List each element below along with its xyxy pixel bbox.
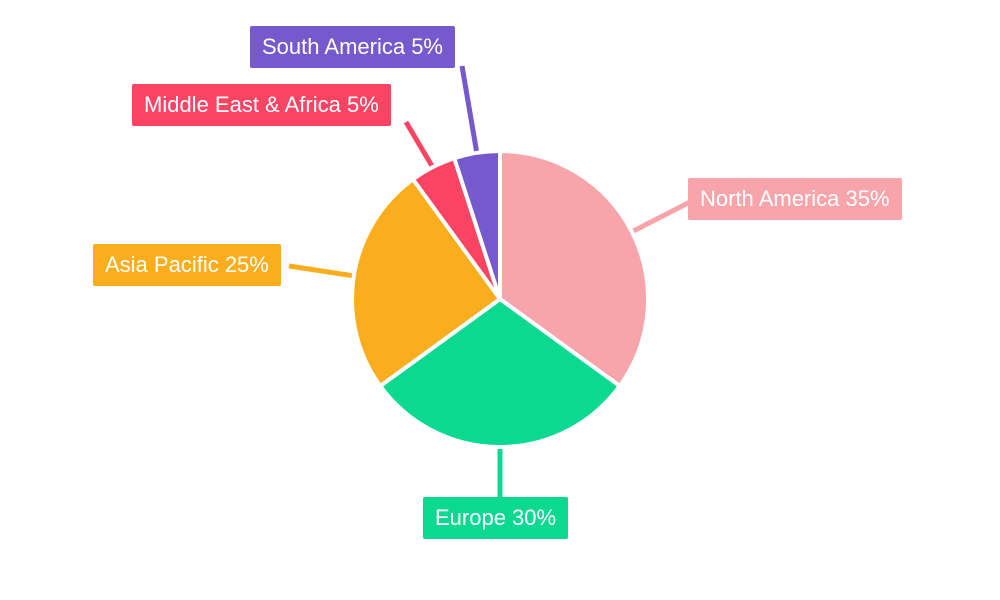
callout-europe: Europe 30% (423, 497, 569, 539)
pie-slice-north-america[interactable] (498, 149, 650, 388)
pie-slice-south-america[interactable] (452, 149, 502, 301)
pie-slice-europe[interactable] (378, 297, 622, 449)
leader-line-middle-east-africa (403, 120, 436, 171)
leader-line-south-america (459, 65, 480, 156)
callout-middle-east-africa: Middle East & Africa 5% (132, 84, 391, 126)
pie-slice-asia-pacific[interactable] (350, 177, 502, 388)
callout-asia-pacific: Asia Pacific 25% (93, 244, 281, 286)
leader-line-asia-pacific (288, 263, 357, 279)
callout-north-america: North America 35% (688, 178, 902, 220)
callout-south-america: South America 5% (250, 26, 455, 68)
leader-line-north-america (628, 199, 692, 235)
